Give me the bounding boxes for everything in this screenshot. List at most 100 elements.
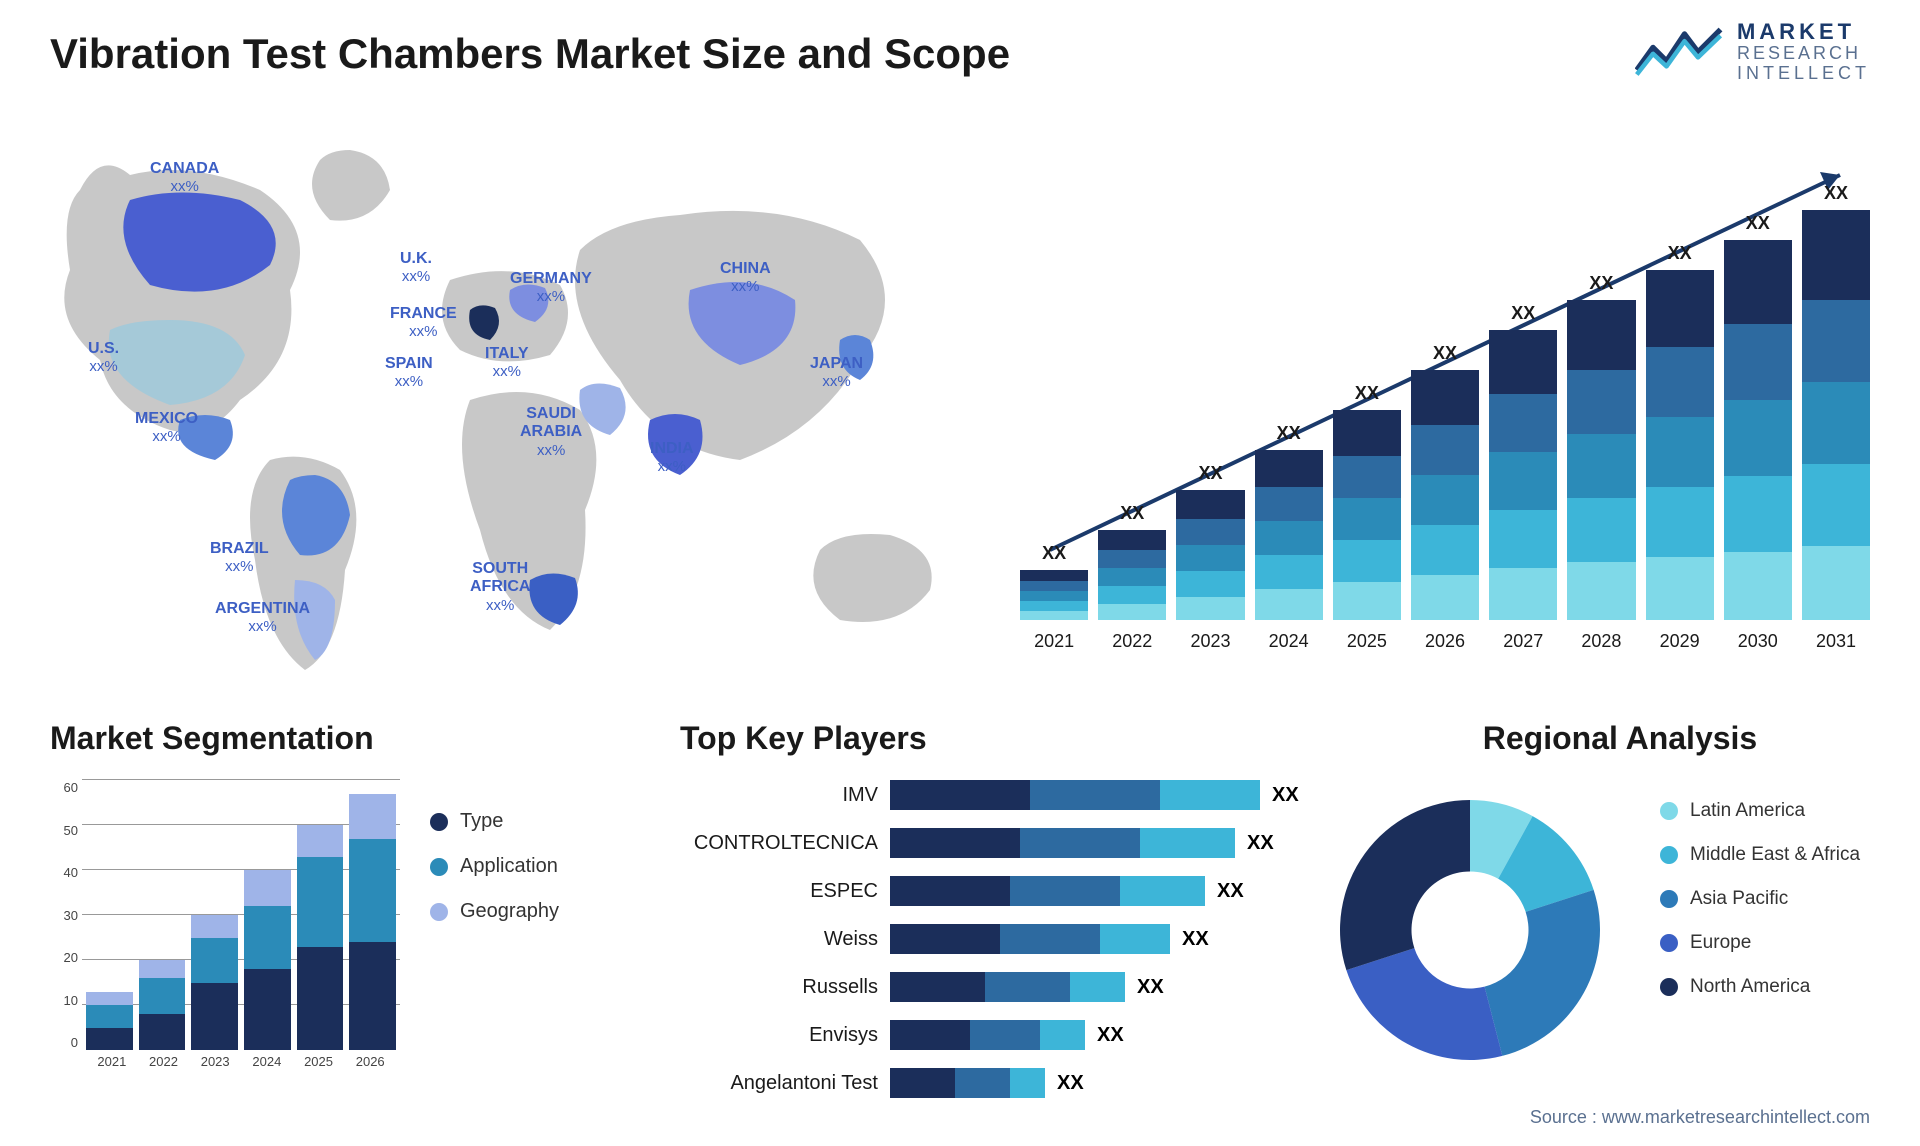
player-bar-segment: [985, 972, 1070, 1002]
segmentation-ytick: 20: [50, 950, 78, 965]
segmentation-bar-2026: [349, 794, 396, 1051]
player-bar-segment: [1030, 780, 1160, 810]
legend-label: Type: [460, 810, 503, 833]
player-bar: [890, 1020, 1085, 1050]
growth-bar-2023: XX2023: [1176, 463, 1244, 620]
segmentation-bar-segment: [349, 794, 396, 839]
player-bar-segment: [890, 828, 1020, 858]
player-bar-segment: [1160, 780, 1260, 810]
legend-label: Application: [460, 855, 558, 878]
segmentation-bar-segment: [244, 906, 291, 969]
growth-bar-segment: [1802, 546, 1870, 620]
segmentation-bar-segment: [349, 839, 396, 943]
growth-bar-segment: [1646, 347, 1714, 417]
player-bar: [890, 876, 1205, 906]
growth-bar-segment: [1724, 476, 1792, 552]
logo-text-line1: MARKET: [1737, 20, 1870, 44]
player-bar-segment: [1010, 1068, 1045, 1098]
player-name: Weiss: [680, 928, 890, 951]
growth-bar-year-label: 2029: [1660, 631, 1700, 652]
player-name: Angelantoni Test: [680, 1072, 890, 1095]
legend-label: Latin America: [1690, 800, 1805, 822]
player-name: Russells: [680, 976, 890, 999]
growth-bar-segment: [1724, 400, 1792, 476]
growth-bar-segment: [1411, 575, 1479, 620]
map-label-spain: SPAINxx%: [385, 355, 433, 392]
legend-swatch-icon: [1660, 802, 1678, 820]
map-label-germany: GERMANYxx%: [510, 270, 592, 307]
regional-title: Regional Analysis: [1360, 720, 1880, 757]
growth-bar-segment: [1020, 570, 1088, 581]
legend-swatch-icon: [430, 903, 448, 921]
segmentation-panel: Market Segmentation 6050403020100 202120…: [50, 720, 650, 1100]
growth-bar-year-label: 2024: [1269, 631, 1309, 652]
growth-bar-segment: [1802, 300, 1870, 382]
growth-bar-segment: [1176, 597, 1244, 620]
player-row: WeissXX: [680, 919, 1340, 959]
player-bar-segment: [890, 924, 1000, 954]
growth-bar-segment: [1489, 568, 1557, 620]
map-label-canada: CANADAxx%: [150, 160, 219, 197]
player-bar: [890, 924, 1170, 954]
segmentation-legend-item: Geography: [430, 900, 559, 923]
segmentation-bar-segment: [139, 978, 186, 1014]
growth-bar-value: XX: [1511, 303, 1535, 324]
growth-bar-segment: [1098, 604, 1166, 620]
segmentation-xtick: 2022: [138, 1054, 190, 1080]
map-label-france: FRANCExx%: [390, 305, 457, 342]
map-label-u-s-: U.S.xx%: [88, 340, 119, 377]
growth-bar-2030: XX2030: [1724, 213, 1792, 620]
growth-bar-segment: [1333, 410, 1401, 456]
regional-donut-chart: [1320, 780, 1620, 1080]
logo-text-line3: INTELLECT: [1737, 64, 1870, 84]
player-value: XX: [1097, 1024, 1124, 1047]
region-legend-item: Middle East & Africa: [1660, 844, 1860, 866]
player-row: EnvisysXX: [680, 1015, 1340, 1055]
growth-bar-segment: [1098, 550, 1166, 568]
growth-bar-segment: [1724, 240, 1792, 324]
legend-swatch-icon: [1660, 934, 1678, 952]
player-bar-segment: [890, 972, 985, 1002]
growth-bar-segment: [1411, 425, 1479, 475]
growth-bar-2024: XX2024: [1255, 423, 1323, 620]
growth-bar-segment: [1567, 498, 1635, 562]
growth-bar-segment: [1802, 210, 1870, 300]
segmentation-bar-segment: [139, 960, 186, 978]
growth-bar-segment: [1411, 525, 1479, 575]
growth-bar-segment: [1176, 545, 1244, 571]
logo-text-line2: RESEARCH: [1737, 44, 1870, 64]
growth-bar-segment: [1020, 591, 1088, 601]
growth-bar-segment: [1489, 394, 1557, 452]
player-value: XX: [1057, 1072, 1084, 1095]
growth-bar-segment: [1567, 434, 1635, 498]
growth-bar-segment: [1333, 540, 1401, 582]
player-bar-segment: [890, 1020, 970, 1050]
segmentation-legend: Type Application Geography: [430, 810, 559, 923]
player-bar-segment: [1070, 972, 1125, 1002]
player-name: ESPEC: [680, 880, 890, 903]
growth-bar-segment: [1255, 521, 1323, 555]
segmentation-xtick: 2026: [344, 1054, 396, 1080]
player-bar-segment: [890, 876, 1010, 906]
growth-bar-year-label: 2031: [1816, 631, 1856, 652]
player-bar-segment: [1020, 828, 1140, 858]
growth-bar-2031: XX2031: [1802, 183, 1870, 620]
growth-bar-value: XX: [1433, 343, 1457, 364]
growth-bar-segment: [1333, 498, 1401, 540]
segmentation-legend-item: Application: [430, 855, 559, 878]
player-value: XX: [1217, 880, 1244, 903]
growth-bar-segment: [1646, 270, 1714, 347]
map-label-south-africa: SOUTHAFRICAxx%: [470, 560, 530, 615]
growth-bar-chart: XX2021XX2022XX2023XX2024XX2025XX2026XX20…: [1020, 150, 1870, 660]
segmentation-bar-2022: [139, 960, 186, 1050]
world-map-region: CANADAxx%U.S.xx%MEXICOxx%BRAZILxx%ARGENT…: [40, 130, 990, 700]
player-bar: [890, 828, 1235, 858]
region-legend-item: North America: [1660, 976, 1860, 998]
region-legend-item: Asia Pacific: [1660, 888, 1860, 910]
growth-bar-year-label: 2025: [1347, 631, 1387, 652]
legend-label: Asia Pacific: [1690, 888, 1788, 910]
growth-bar-segment: [1176, 519, 1244, 545]
growth-bar-segment: [1646, 417, 1714, 487]
segmentation-bar-segment: [139, 1014, 186, 1050]
player-bar-segment: [970, 1020, 1040, 1050]
